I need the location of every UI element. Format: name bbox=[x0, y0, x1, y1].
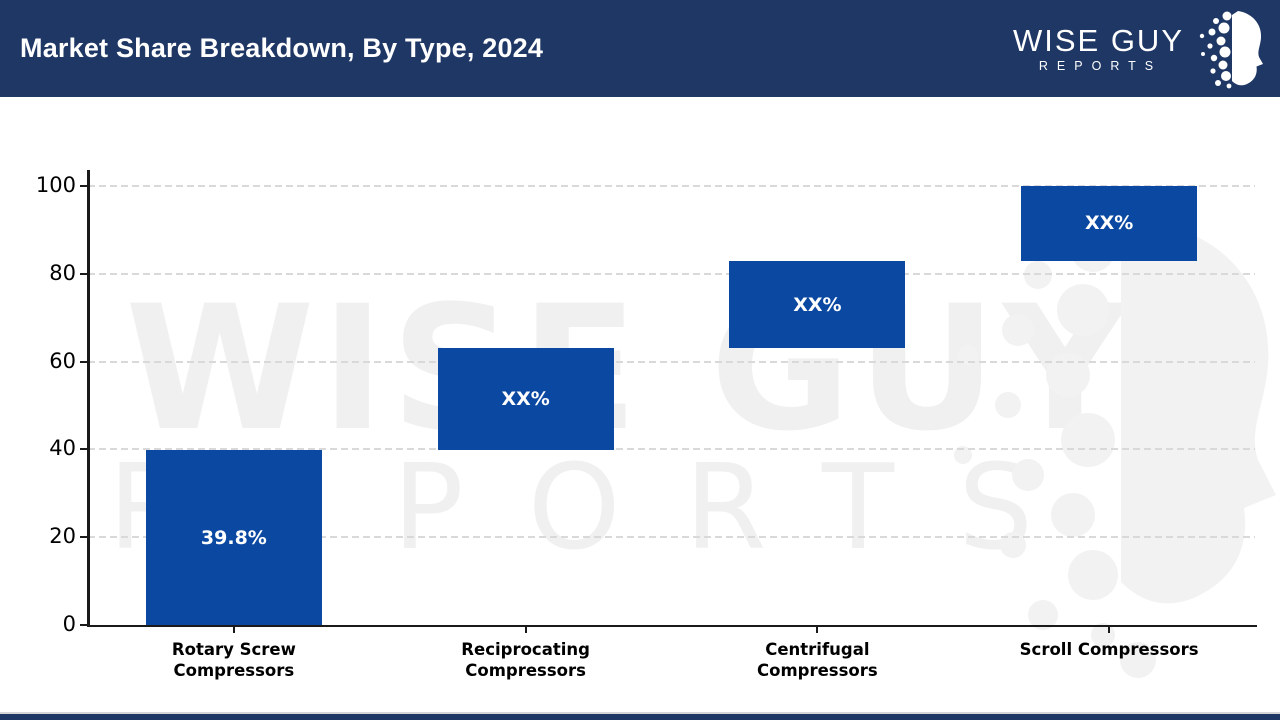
gridline-100 bbox=[88, 185, 1255, 187]
x-label-line: Centrifugal bbox=[765, 640, 870, 659]
x-tick-scroll-compressors bbox=[1108, 626, 1111, 633]
bar-value-label-reciprocating-compressors: XX% bbox=[501, 388, 550, 411]
y-tick-100 bbox=[80, 185, 88, 187]
x-label-line: Compressors bbox=[173, 661, 295, 680]
x-label-reciprocating-compressors: Reciprocating Compressors bbox=[406, 639, 646, 681]
y-tick-label-100: 100 bbox=[35, 173, 76, 197]
y-axis-line bbox=[87, 170, 90, 627]
bar-scroll-compressors: XX% bbox=[1021, 186, 1198, 261]
x-label-rotary-screw-compressors: Rotary Screw Compressors bbox=[114, 639, 354, 681]
x-label-line: Compressors bbox=[757, 661, 878, 680]
x-axis-line bbox=[87, 624, 1257, 627]
bar-value-label-rotary-screw-compressors: 39.8% bbox=[200, 526, 267, 549]
gridline-20 bbox=[88, 536, 1255, 539]
page-title: Market Share Breakdown, By Type, 2024 bbox=[20, 33, 544, 63]
wise-guy-reports-logo: WISE GUY REPORTS bbox=[1013, 8, 1280, 90]
bar-centrifugal-compressors: XX% bbox=[729, 260, 906, 349]
bar-rotary-screw-compressors: 39.8% bbox=[145, 450, 322, 625]
x-label-line: Rotary Screw bbox=[171, 640, 296, 659]
y-tick-60 bbox=[80, 360, 88, 363]
y-tick-label-40: 40 bbox=[49, 436, 76, 461]
header-band: Market Share Breakdown, By Type, 2024 WI… bbox=[0, 0, 1280, 97]
gridline-40 bbox=[88, 448, 1255, 451]
y-tick-20 bbox=[80, 536, 88, 539]
logo-wordmark: WISE GUY bbox=[1012, 22, 1184, 58]
x-tick-centrifugal-compressors bbox=[816, 626, 819, 633]
gridline-60 bbox=[88, 360, 1255, 363]
x-tick-rotary-screw-compressors bbox=[232, 626, 235, 633]
gridline-80 bbox=[88, 272, 1255, 275]
y-tick-label-0: 0 bbox=[62, 612, 76, 636]
watermark-wordmark: WISE GUY bbox=[125, 268, 1134, 469]
logo-head-icon bbox=[1199, 10, 1263, 88]
y-tick-40 bbox=[80, 448, 88, 451]
x-label-line: Compressors bbox=[465, 661, 586, 680]
bar-reciprocating-compressors: XX% bbox=[437, 348, 614, 451]
bar-value-label-scroll-compressors: XX% bbox=[1084, 212, 1134, 235]
y-tick-label-20: 20 bbox=[49, 524, 76, 549]
footer-hairline bbox=[0, 712, 1280, 714]
logo-subtitle: REPORTS bbox=[1038, 58, 1163, 73]
y-tick-80 bbox=[80, 272, 88, 275]
x-label-line: Scroll Compressors bbox=[1019, 640, 1199, 659]
footer-band bbox=[0, 714, 1280, 720]
y-tick-0 bbox=[80, 624, 88, 626]
x-tick-reciprocating-compressors bbox=[524, 626, 527, 633]
x-label-centrifugal-compressors: Centrifugal Compressors bbox=[697, 639, 937, 681]
y-tick-label-80: 80 bbox=[49, 260, 76, 285]
x-label-scroll-compressors: Scroll Compressors bbox=[989, 639, 1229, 660]
watermark-head-icon bbox=[954, 225, 1276, 678]
bar-value-label-centrifugal-compressors: XX% bbox=[793, 293, 842, 316]
y-tick-label-60: 60 bbox=[49, 348, 76, 373]
x-label-line: Reciprocating bbox=[461, 640, 590, 659]
logo-text: WISE GUY REPORTS bbox=[1012, 22, 1184, 73]
